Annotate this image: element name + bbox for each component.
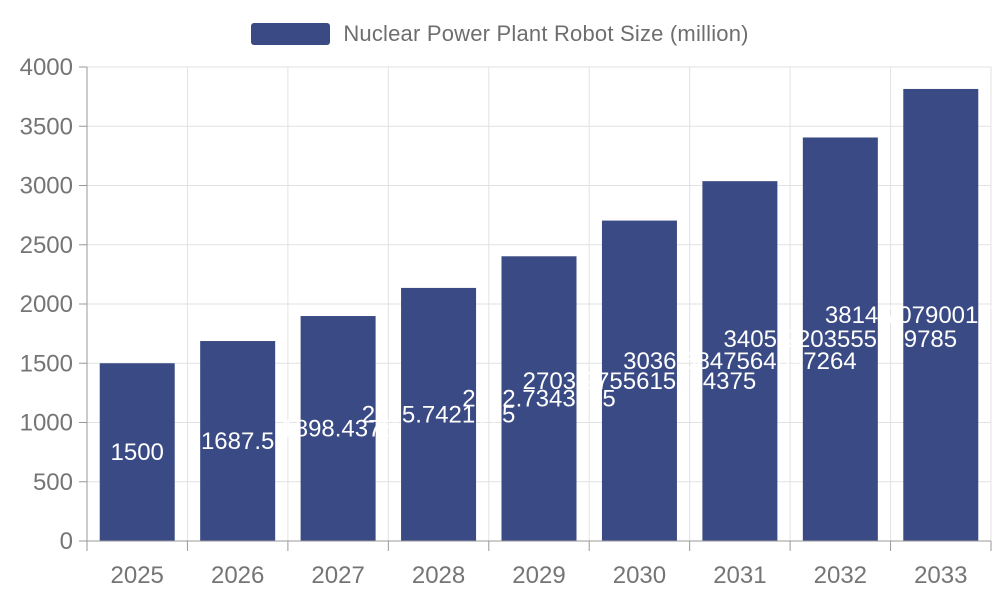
bar-value-label-2025: 1500 (111, 439, 164, 466)
bar-value-label-2028: 2135.7421875 (362, 401, 516, 428)
y-axis-label-0: 0 (60, 528, 73, 555)
x-axis-label-2026: 2026 (211, 562, 264, 589)
bar-value-label-2026: 1687.5 (201, 428, 274, 455)
bar-2029[interactable] (501, 256, 577, 541)
x-axis-label-2031: 2031 (713, 562, 766, 589)
bar-value-label-2031: 3036.5847564697264 (623, 348, 857, 375)
bar-value-label-2032: 3405.2203555299785 (724, 326, 958, 353)
legend-swatch[interactable] (251, 23, 331, 45)
y-axis-label-4000: 4000 (20, 54, 73, 81)
bar-2033[interactable] (903, 88, 979, 541)
bar-2027[interactable] (300, 316, 376, 541)
bar-2032[interactable] (802, 137, 878, 541)
x-axis-label-2030: 2030 (613, 562, 666, 589)
x-axis-label-2029: 2029 (512, 562, 565, 589)
y-axis-label-2500: 2500 (20, 232, 73, 259)
y-axis-label-500: 500 (33, 469, 73, 496)
bar-2026[interactable] (200, 341, 276, 541)
bar-2031[interactable] (702, 181, 778, 541)
y-axis-label-2000: 2000 (20, 291, 73, 318)
x-axis-label-2027: 2027 (311, 562, 364, 589)
x-axis-label-2033: 2033 (914, 562, 967, 589)
bar-2025[interactable] (99, 363, 175, 541)
y-axis-label-1000: 1000 (20, 410, 73, 437)
x-axis-label-2028: 2028 (412, 562, 465, 589)
x-axis-label-2025: 2025 (111, 562, 164, 589)
y-axis-label-3500: 3500 (20, 113, 73, 140)
bar-value-label-2030: 2703.9755615234375 (523, 368, 757, 395)
bar-value-label-2029: 2402.7343975 (462, 386, 616, 413)
bar-value-label-2033: 3814.7079001171875 (825, 302, 1000, 329)
x-axis-label-2032: 2032 (814, 562, 867, 589)
y-axis-label-3000: 3000 (20, 173, 73, 200)
legend[interactable]: Nuclear Power Plant Robot Size (million) (0, 21, 1000, 47)
y-axis-label-1500: 1500 (20, 350, 73, 377)
legend-label[interactable]: Nuclear Power Plant Robot Size (million) (343, 21, 749, 46)
bar-2028[interactable] (401, 287, 477, 541)
bar-value-label-2027: 1898.4375 (281, 416, 394, 443)
bar-2030[interactable] (601, 220, 677, 541)
